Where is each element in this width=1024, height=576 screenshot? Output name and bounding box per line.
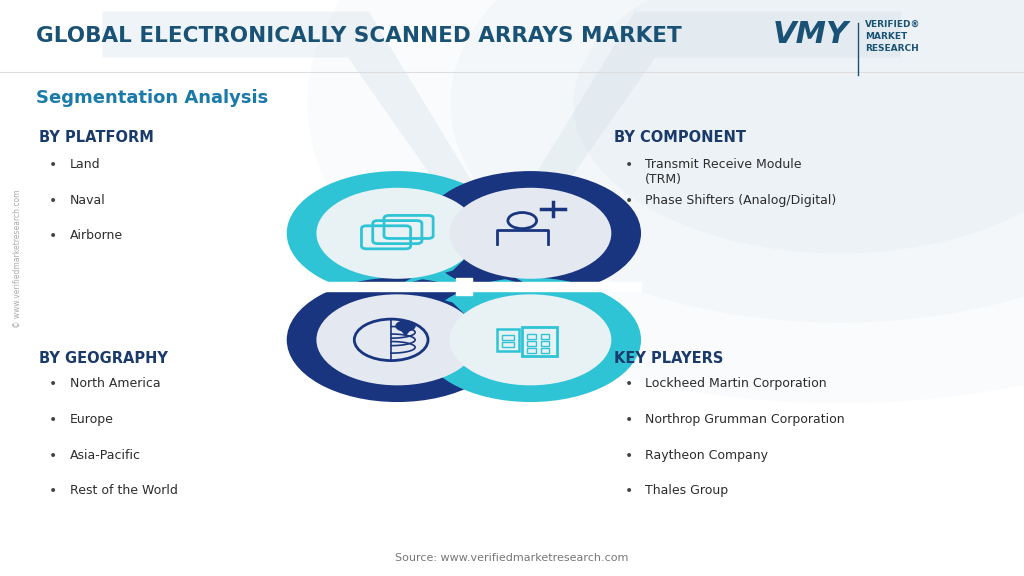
Polygon shape	[397, 326, 414, 336]
Circle shape	[573, 0, 1024, 253]
Polygon shape	[397, 287, 492, 340]
Text: Thales Group: Thales Group	[645, 484, 728, 498]
Text: Phase Shifters (Analog/Digital): Phase Shifters (Analog/Digital)	[645, 194, 837, 207]
Polygon shape	[436, 233, 530, 286]
Text: •: •	[49, 229, 57, 243]
Text: Transmit Receive Module
(TRM): Transmit Receive Module (TRM)	[645, 158, 802, 186]
Circle shape	[307, 0, 1024, 403]
Polygon shape	[436, 287, 530, 340]
Text: •: •	[625, 377, 633, 391]
Text: •: •	[625, 484, 633, 498]
Circle shape	[287, 171, 508, 295]
Circle shape	[420, 171, 641, 295]
Circle shape	[395, 320, 416, 332]
Text: Source: www.verifiedmarketresearch.com: Source: www.verifiedmarketresearch.com	[395, 554, 629, 563]
Text: •: •	[625, 194, 633, 207]
Circle shape	[420, 278, 641, 402]
Text: •: •	[49, 413, 57, 427]
Text: •: •	[625, 413, 633, 427]
Text: •: •	[625, 158, 633, 172]
Text: North America: North America	[70, 377, 161, 391]
Circle shape	[316, 188, 478, 279]
Text: VERIFIED®
MARKET
RESEARCH: VERIFIED® MARKET RESEARCH	[865, 20, 921, 53]
Text: Land: Land	[70, 158, 100, 171]
Text: Airborne: Airborne	[70, 229, 123, 242]
Text: BY GEOGRAPHY: BY GEOGRAPHY	[39, 351, 168, 366]
Text: •: •	[49, 449, 57, 463]
Text: •: •	[49, 377, 57, 391]
Text: •: •	[49, 484, 57, 498]
Circle shape	[451, 0, 1024, 323]
Text: •: •	[49, 194, 57, 207]
Text: BY COMPONENT: BY COMPONENT	[614, 130, 746, 145]
Text: Rest of the World: Rest of the World	[70, 484, 177, 498]
Text: Asia-Pacific: Asia-Pacific	[70, 449, 140, 462]
Circle shape	[287, 278, 508, 402]
Text: GLOBAL ELECTRONICALLY SCANNED ARRAYS MARKET: GLOBAL ELECTRONICALLY SCANNED ARRAYS MAR…	[36, 26, 682, 46]
Text: •: •	[49, 158, 57, 172]
Text: Segmentation Analysis: Segmentation Analysis	[36, 89, 268, 107]
Text: Europe: Europe	[70, 413, 114, 426]
Text: Naval: Naval	[70, 194, 105, 207]
Text: © www.verifiedmarketresearch.com: © www.verifiedmarketresearch.com	[13, 190, 23, 328]
Text: Raytheon Company: Raytheon Company	[645, 449, 768, 462]
Text: KEY PLAYERS: KEY PLAYERS	[614, 351, 724, 366]
Text: Lockheed Martin Corporation: Lockheed Martin Corporation	[645, 377, 826, 391]
Polygon shape	[102, 12, 901, 276]
Circle shape	[450, 294, 611, 385]
Circle shape	[316, 294, 478, 385]
Text: •: •	[625, 449, 633, 463]
Polygon shape	[397, 233, 492, 286]
Text: Northrop Grumman Corporation: Northrop Grumman Corporation	[645, 413, 845, 426]
Text: VMY: VMY	[773, 20, 849, 49]
Circle shape	[450, 188, 611, 279]
Text: BY PLATFORM: BY PLATFORM	[39, 130, 154, 145]
